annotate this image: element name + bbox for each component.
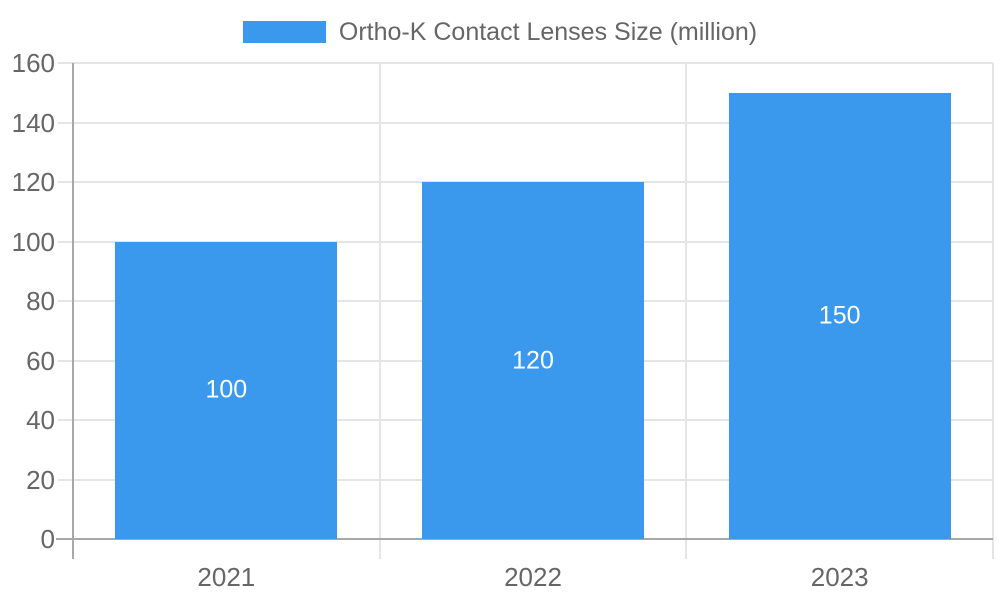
- y-axis-tick-label: 20: [26, 464, 55, 495]
- legend-swatch: [242, 21, 326, 43]
- y-axis-tick-label: 140: [11, 107, 55, 138]
- y-axis-tick-label: 100: [11, 226, 55, 257]
- bar-value-label: 120: [512, 346, 554, 374]
- x-gridline: [685, 63, 688, 559]
- y-axis-tick-label: 80: [26, 286, 55, 316]
- bar-value-label: 100: [205, 375, 248, 404]
- y-axis-tick-label: 0: [40, 524, 55, 554]
- y-axis-line: [72, 63, 74, 559]
- x-axis-line: [56, 538, 993, 540]
- bar-2022[interactable]: [421, 182, 645, 539]
- x-gridline: [992, 63, 994, 559]
- y-axis-tick-label: 60: [26, 345, 55, 376]
- x-axis-tick-label: 2022: [504, 562, 562, 592]
- bar-2023[interactable]: [728, 92, 951, 539]
- x-axis-tick-label: 2021: [197, 562, 256, 592]
- y-axis-tick-label: 40: [26, 405, 55, 435]
- y-gridline: [58, 121, 993, 124]
- y-axis-tick-label: 120: [11, 167, 55, 197]
- legend-label: Ortho-K Contact Lenses Size (million): [338, 18, 758, 46]
- bar-2021[interactable]: [115, 241, 338, 539]
- y-gridline: [58, 62, 993, 64]
- plot-area: 0 20 40 60 80 100 120 140 160 100 2021 120 2022 150 20…: [12, 50, 994, 590]
- x-gridline: [378, 63, 381, 559]
- x-axis-tick-label: 2023: [810, 562, 869, 592]
- bar-value-label: 150: [818, 301, 861, 330]
- chart-legend[interactable]: Ortho-K Contact Lenses Size (million): [0, 17, 1000, 47]
- y-axis-tick-label: 160: [11, 48, 55, 78]
